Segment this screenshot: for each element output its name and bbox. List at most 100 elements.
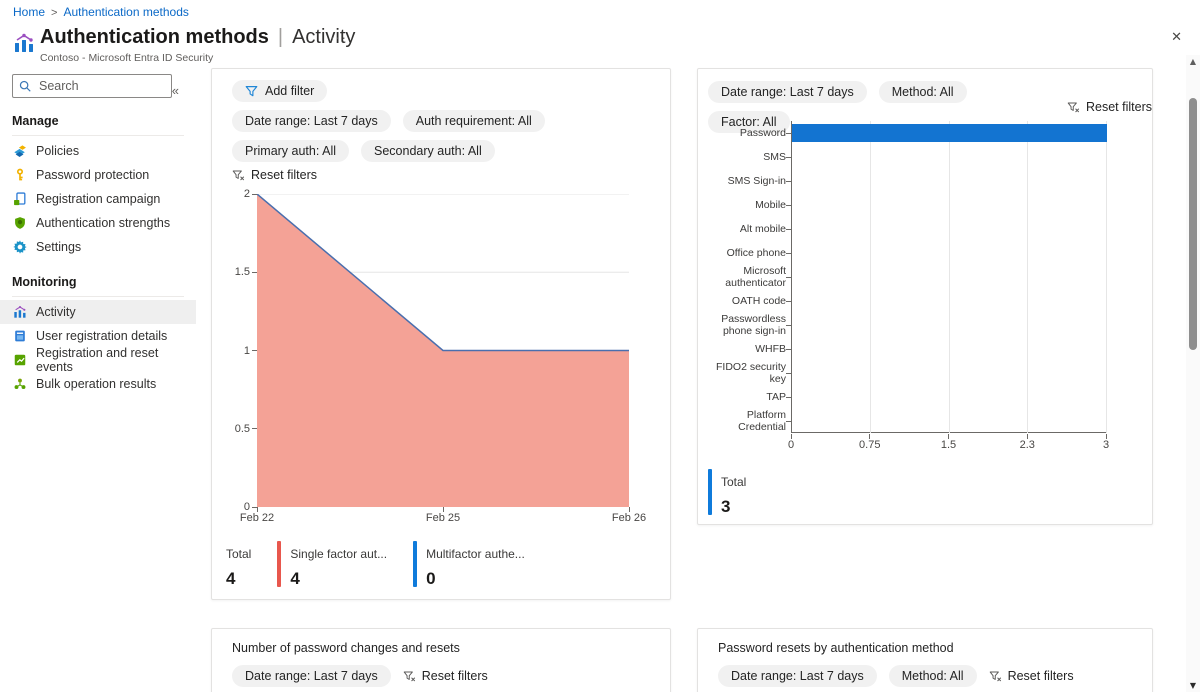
category-label: FIDO2 security key bbox=[715, 360, 786, 385]
gridline bbox=[948, 121, 950, 433]
breadcrumb-link[interactable]: Home bbox=[13, 5, 46, 19]
y-tick-mark bbox=[252, 506, 257, 508]
reset-filter-icon bbox=[403, 670, 416, 683]
legend-label: Single factor aut... bbox=[290, 547, 388, 561]
y-tick-label: 0 bbox=[243, 501, 250, 513]
legend-label: Multifactor authe... bbox=[426, 547, 525, 561]
shield-icon bbox=[13, 216, 27, 230]
bar-chart: Password SMS SMS Sign-in Mobile Alt mobile Of… bbox=[698, 121, 1109, 461]
y-tick-mark bbox=[786, 253, 792, 254]
filter-pill[interactable]: Primary auth: All bbox=[232, 140, 350, 162]
search-icon bbox=[18, 79, 32, 93]
y-tick-mark bbox=[786, 397, 792, 398]
legend-value: 0 bbox=[426, 569, 436, 588]
filter-pill[interactable]: Date range: Last 7 days bbox=[232, 110, 391, 132]
legend-item: Total 3 bbox=[708, 469, 746, 517]
sidebar-item-settings[interactable]: Settings bbox=[0, 235, 196, 259]
breadcrumb-link[interactable]: Authentication methods bbox=[63, 5, 189, 19]
y-tick-mark bbox=[252, 193, 257, 195]
card-password-changes: Number of password changes and resets Da… bbox=[211, 628, 671, 692]
filter-pill[interactable]: Factor: All bbox=[708, 111, 790, 133]
sidebar-item-authentication-strengths[interactable]: Authentication strengths bbox=[0, 211, 196, 235]
x-tick-label: Feb 26 bbox=[611, 512, 647, 524]
bar-chart-category-labels: Password SMS SMS Sign-in Mobile Alt mobile Of… bbox=[698, 121, 786, 433]
card-title: Number of password changes and resets bbox=[232, 641, 460, 655]
y-tick-mark bbox=[786, 325, 792, 326]
sidebar-section-heading: Monitoring bbox=[12, 275, 77, 289]
legend-color-bar bbox=[413, 541, 418, 587]
close-icon[interactable]: ✕ bbox=[1171, 30, 1182, 45]
x-tick-mark bbox=[442, 507, 444, 512]
legend-value: 4 bbox=[290, 569, 300, 588]
y-tick-mark bbox=[786, 421, 792, 422]
page-title-main: Authentication methods bbox=[40, 26, 269, 48]
user-registration-icon bbox=[13, 329, 27, 343]
filter-pill[interactable]: Method: All bbox=[878, 81, 967, 103]
sidebar-item-registration-and-reset-events[interactable]: Registration and reset events bbox=[0, 346, 196, 374]
reset-filters-link[interactable]: Reset filters bbox=[232, 168, 317, 182]
legend-value: 3 bbox=[721, 497, 731, 516]
registration-events-icon bbox=[13, 353, 27, 367]
collapse-sidebar-icon[interactable]: « bbox=[171, 83, 179, 98]
scrollbar-thumb[interactable] bbox=[1189, 98, 1197, 350]
search-input[interactable] bbox=[12, 74, 172, 98]
bar-password bbox=[792, 124, 1107, 142]
y-tick-mark bbox=[786, 349, 792, 350]
sidebar-item-user-registration-details[interactable]: User registration details bbox=[0, 324, 196, 348]
divider bbox=[12, 135, 184, 136]
tenant-subtitle: Contoso - Microsoft Entra ID Security bbox=[40, 52, 214, 64]
filter-pill[interactable]: Auth requirement: All bbox=[402, 110, 545, 132]
filter-pill[interactable]: Date range: Last 7 days bbox=[708, 81, 867, 103]
filter-pill[interactable]: Secondary auth: All bbox=[361, 140, 495, 162]
x-tick-mark bbox=[628, 507, 630, 512]
key-icon bbox=[13, 168, 27, 182]
reset-filters-link[interactable]: Reset filters bbox=[989, 669, 1074, 683]
sidebar-item-label: Registration campaign bbox=[36, 192, 161, 206]
divider bbox=[12, 296, 184, 297]
y-tick-mark bbox=[252, 271, 257, 273]
sidebar-item-policies[interactable]: Policies bbox=[0, 139, 196, 163]
more-menu-button[interactable]: ··· bbox=[330, 29, 347, 45]
sidebar: « Manage Policies Password protection Regis… bbox=[0, 68, 196, 692]
filter-pill[interactable]: Date range: Last 7 days bbox=[718, 665, 877, 687]
filter-pill[interactable]: Method: All bbox=[888, 665, 977, 687]
page-title: Authentication methods | Activity bbox=[40, 26, 355, 49]
card-title: Password resets by authentication method bbox=[718, 641, 954, 655]
x-tick-mark bbox=[869, 434, 871, 439]
x-tick-mark bbox=[1105, 434, 1107, 439]
sidebar-item-bulk-operation-results[interactable]: Bulk operation results bbox=[0, 372, 196, 396]
y-tick-label: 0.5 bbox=[234, 422, 250, 435]
y-tick-mark bbox=[786, 229, 792, 230]
legend-label: Total bbox=[226, 547, 252, 561]
scroll-down-icon[interactable]: ▼ bbox=[1189, 681, 1197, 690]
sidebar-item-password-protection[interactable]: Password protection bbox=[0, 163, 196, 187]
filter-pill-row: Date range: Last 7 days bbox=[232, 665, 391, 687]
category-label: Office phone bbox=[726, 246, 786, 259]
active-tab-label: Activity bbox=[292, 26, 356, 48]
activity-chart-icon bbox=[13, 305, 27, 319]
legend-item: Total 4 bbox=[226, 541, 251, 589]
sidebar-item-activity[interactable]: Activity bbox=[0, 300, 196, 324]
scrollbar-track[interactable]: ▲ ▼ bbox=[1186, 55, 1200, 692]
bar-chart-legend: Total 3 bbox=[708, 469, 746, 517]
sidebar-item-label: Activity bbox=[36, 305, 76, 319]
y-tick-mark bbox=[786, 277, 792, 278]
area-chart bbox=[252, 193, 630, 512]
y-tick-mark bbox=[252, 350, 257, 351]
reset-filters-link[interactable]: Reset filters bbox=[403, 669, 488, 683]
scroll-up-icon[interactable]: ▲ bbox=[1189, 57, 1197, 66]
y-tick-mark bbox=[786, 157, 792, 158]
y-tick-mark bbox=[786, 181, 792, 182]
reset-filters-link[interactable]: Reset filters bbox=[1067, 100, 1152, 114]
category-label: Alt mobile bbox=[739, 222, 786, 235]
area-chart-y-axis: 0 0.5 1 1.5 2 bbox=[212, 188, 250, 513]
sidebar-item-registration-campaign[interactable]: Registration campaign bbox=[0, 187, 196, 211]
filter-pill[interactable]: Date range: Last 7 days bbox=[232, 665, 391, 687]
y-tick-label: 2 bbox=[243, 188, 250, 200]
add-filter-button[interactable]: Add filter bbox=[232, 80, 328, 102]
category-label: TAP bbox=[766, 390, 786, 403]
card-auth-requirement: Add filter Date range: Last 7 days Auth r… bbox=[211, 68, 671, 600]
category-label: SMS Sign-in bbox=[727, 174, 786, 187]
sidebar-section-heading: Manage bbox=[12, 114, 59, 128]
filter-pill-row: Date range: Last 7 days Method: All Factor… bbox=[708, 81, 1055, 133]
